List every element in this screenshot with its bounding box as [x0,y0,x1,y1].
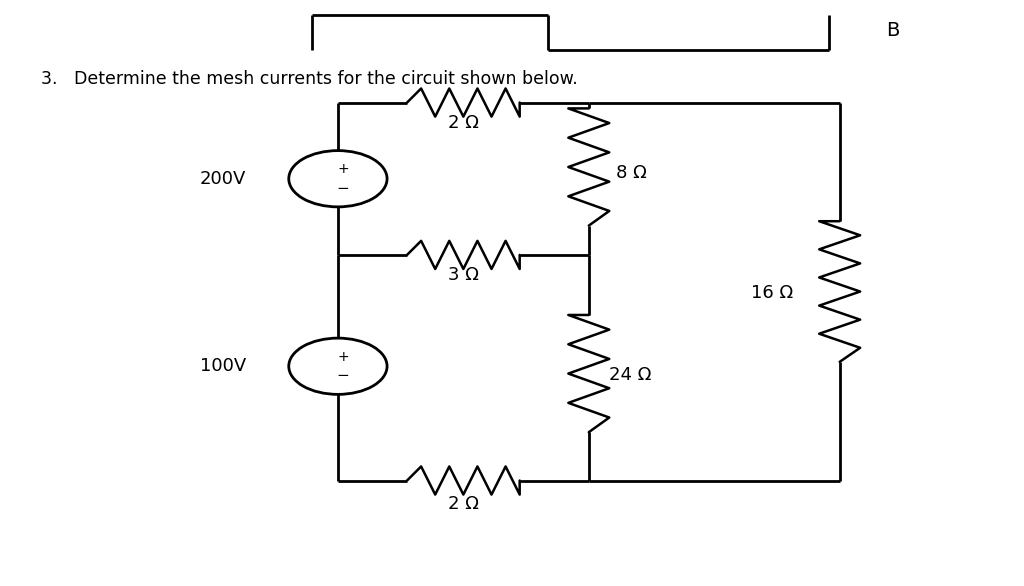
Text: 2 Ω: 2 Ω [449,495,479,513]
Text: +: + [337,350,349,364]
Text: −: − [337,180,349,196]
Text: 100V: 100V [200,357,246,375]
Text: 2 Ω: 2 Ω [449,114,479,132]
Text: B: B [886,21,899,39]
Text: 200V: 200V [200,170,246,188]
Text: −: − [337,368,349,383]
Text: 8 Ω: 8 Ω [616,164,647,182]
Text: 24 Ω: 24 Ω [609,366,651,384]
Text: 16 Ω: 16 Ω [752,284,794,302]
Text: +: + [337,162,349,176]
Text: 3 Ω: 3 Ω [449,265,479,284]
Text: 3.   Determine the mesh currents for the circuit shown below.: 3. Determine the mesh currents for the c… [41,70,578,88]
